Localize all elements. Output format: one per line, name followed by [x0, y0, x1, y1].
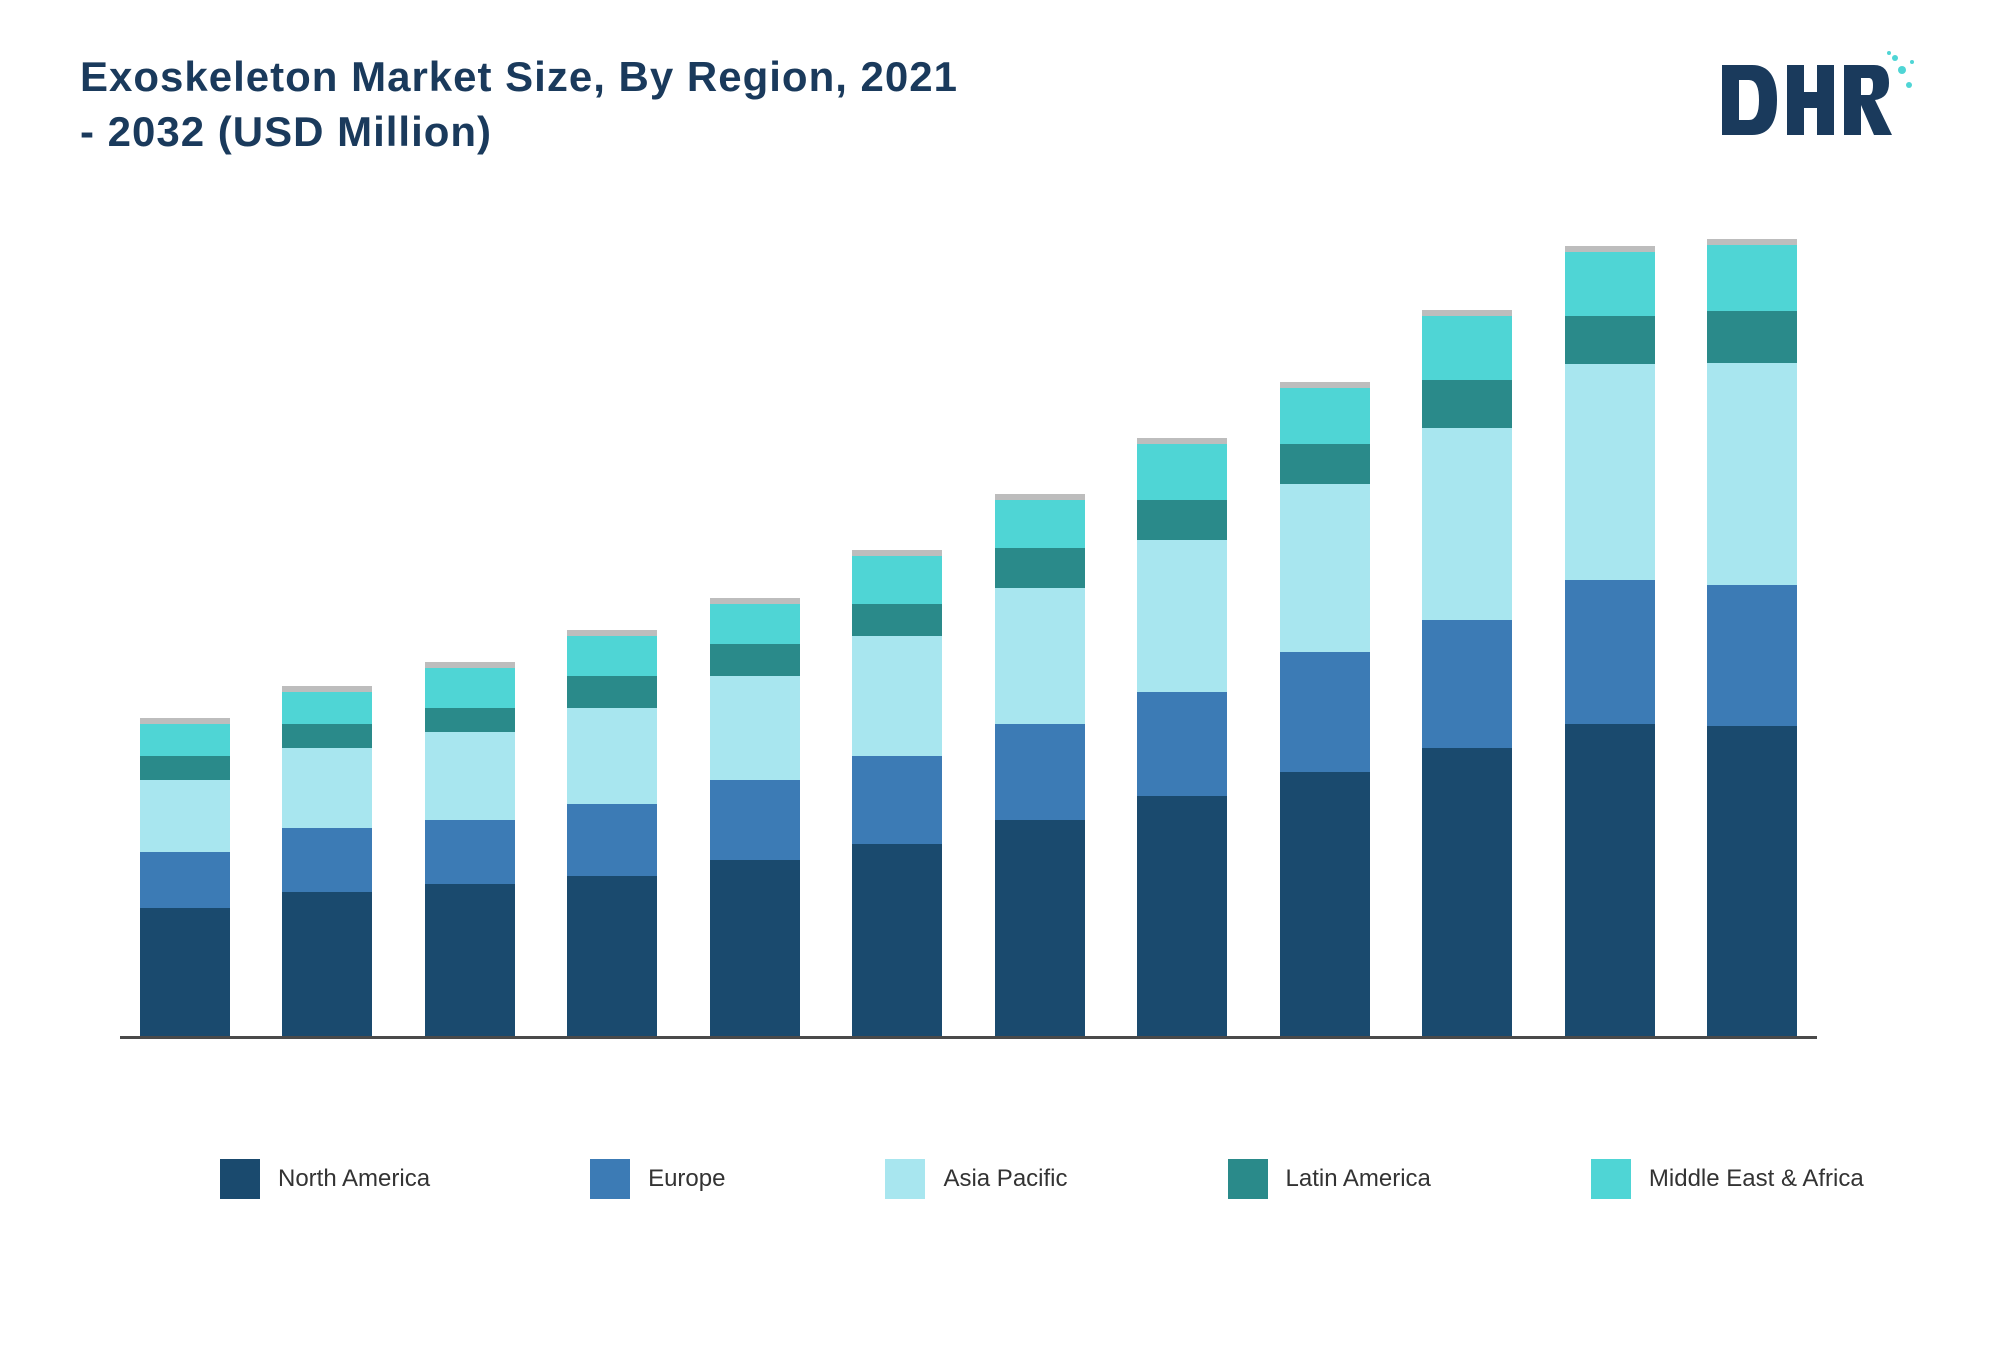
- bar-segment-ap: [1707, 363, 1797, 585]
- legend-swatch: [1591, 1159, 1631, 1199]
- bar-segment-mea: [1280, 388, 1370, 444]
- chart-legend: North America Europe Asia Pacific Latin Ame…: [220, 1159, 1917, 1199]
- bar-segment-mea: [1137, 444, 1227, 500]
- bar-segment-eu: [1280, 652, 1370, 772]
- bar-segment-mea: [1565, 252, 1655, 316]
- bar-segment-mea: [140, 724, 230, 756]
- bar-segment-ap: [1280, 484, 1370, 652]
- bar-segment-na: [852, 844, 942, 1036]
- bar-column: [425, 239, 515, 1036]
- legend-swatch: [885, 1159, 925, 1199]
- bar-segment-ap: [995, 588, 1085, 724]
- bar-column: [567, 239, 657, 1036]
- bar-segment-mea: [425, 668, 515, 708]
- bars-container: [120, 239, 1817, 1039]
- bar-segment-ap: [140, 780, 230, 852]
- bar-column: [1137, 239, 1227, 1036]
- bar-segment-la: [1280, 444, 1370, 484]
- legend-item-ap: Asia Pacific: [885, 1159, 1067, 1199]
- legend-item-mea: Middle East & Africa: [1591, 1159, 1864, 1199]
- bar-segment-eu: [1707, 585, 1797, 726]
- bar-segment-eu: [852, 756, 942, 844]
- bar-segment-la: [140, 756, 230, 780]
- bar-column: [710, 239, 800, 1036]
- bar-segment-na: [1707, 726, 1797, 1037]
- dhr-logo-svg: [1717, 50, 1917, 150]
- bar-segment-na: [1137, 796, 1227, 1036]
- bar-segment-na: [1422, 748, 1512, 1036]
- legend-label: Latin America: [1286, 1165, 1431, 1193]
- bar-segment-la: [1422, 380, 1512, 428]
- bar-segment-eu: [567, 804, 657, 876]
- bar-segment-mea: [1707, 245, 1797, 312]
- legend-label: Europe: [648, 1165, 725, 1193]
- bar-segment-la: [710, 644, 800, 676]
- legend-label: Middle East & Africa: [1649, 1165, 1864, 1193]
- bar-column: [852, 239, 942, 1036]
- bar-segment-eu: [710, 780, 800, 860]
- bar-column: [1565, 239, 1655, 1036]
- bar-column: [1707, 239, 1797, 1036]
- bar-column: [1280, 239, 1370, 1036]
- bar-segment-eu: [1422, 620, 1512, 748]
- bar-segment-na: [282, 892, 372, 1036]
- bar-segment-la: [1565, 316, 1655, 364]
- bar-segment-la: [567, 676, 657, 708]
- bar-segment-la: [1137, 500, 1227, 540]
- bar-segment-eu: [1137, 692, 1227, 796]
- bar-segment-ap: [282, 748, 372, 828]
- bar-segment-na: [995, 820, 1085, 1036]
- chart-title: Exoskeleton Market Size, By Region, 2021…: [80, 50, 980, 159]
- bar-column: [282, 239, 372, 1036]
- bar-segment-na: [710, 860, 800, 1036]
- legend-swatch: [1228, 1159, 1268, 1199]
- chart-header: Exoskeleton Market Size, By Region, 2021…: [80, 50, 1917, 159]
- bar-segment-la: [852, 604, 942, 636]
- bar-segment-eu: [140, 852, 230, 908]
- bar-segment-na: [425, 884, 515, 1036]
- bar-segment-ap: [567, 708, 657, 804]
- bar-segment-na: [567, 876, 657, 1036]
- dhr-logo: [1717, 50, 1917, 150]
- bar-segment-ap: [852, 636, 942, 756]
- legend-label: Asia Pacific: [943, 1165, 1067, 1193]
- bar-segment-ap: [1137, 540, 1227, 692]
- bar-segment-mea: [995, 500, 1085, 548]
- bar-segment-eu: [425, 820, 515, 884]
- legend-item-la: Latin America: [1228, 1159, 1431, 1199]
- bar-segment-na: [1565, 724, 1655, 1036]
- bar-column: [140, 239, 230, 1036]
- bar-segment-na: [1280, 772, 1370, 1036]
- bar-segment-eu: [282, 828, 372, 892]
- bar-column: [995, 239, 1085, 1036]
- bar-segment-la: [425, 708, 515, 732]
- bar-segment-la: [282, 724, 372, 748]
- legend-item-na: North America: [220, 1159, 430, 1199]
- bar-segment-mea: [282, 692, 372, 724]
- bar-segment-mea: [1422, 316, 1512, 380]
- bar-segment-eu: [995, 724, 1085, 820]
- bar-segment-la: [995, 548, 1085, 588]
- bar-segment-ap: [425, 732, 515, 820]
- bar-segment-ap: [1422, 428, 1512, 620]
- legend-swatch: [590, 1159, 630, 1199]
- legend-swatch: [220, 1159, 260, 1199]
- legend-item-eu: Europe: [590, 1159, 725, 1199]
- bar-segment-mea: [567, 636, 657, 676]
- bar-segment-eu: [1565, 580, 1655, 724]
- bar-segment-mea: [710, 604, 800, 644]
- legend-label: North America: [278, 1165, 430, 1193]
- chart-plot-area: [120, 239, 1817, 1039]
- bar-segment-mea: [852, 556, 942, 604]
- bar-segment-ap: [1565, 364, 1655, 580]
- bar-column: [1422, 239, 1512, 1036]
- bar-segment-ap: [710, 676, 800, 780]
- bar-segment-na: [140, 908, 230, 1036]
- bar-segment-la: [1707, 311, 1797, 363]
